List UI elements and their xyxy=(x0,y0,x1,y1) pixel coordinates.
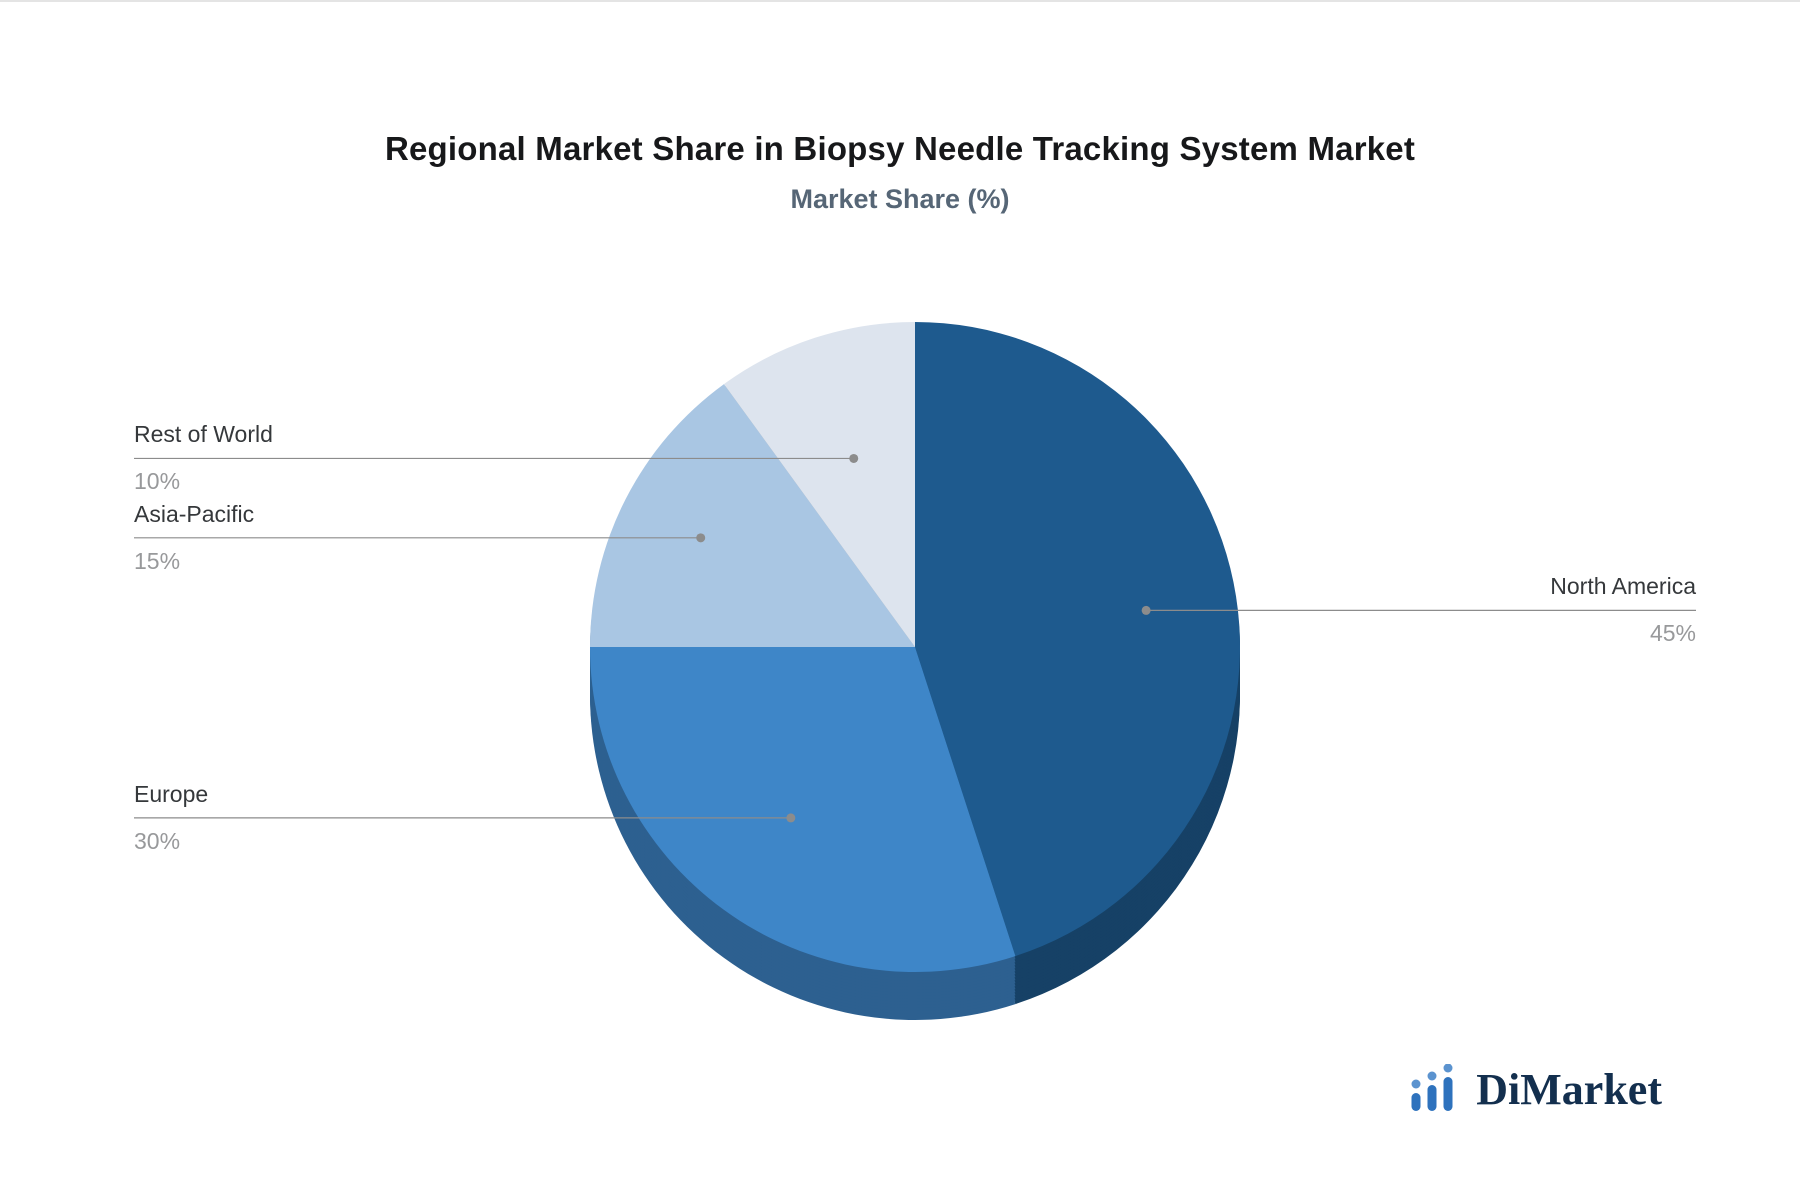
brand-name: DiMarket xyxy=(1476,1065,1662,1114)
pie-slice-rest-of-world xyxy=(723,322,915,647)
slice-label-value-north-america: 45% xyxy=(1649,620,1696,647)
leader-dot xyxy=(849,453,859,463)
leader-dot xyxy=(1141,605,1151,615)
slice-label-value-europe: 30% xyxy=(134,827,181,854)
slice-label-value-asia-pacific: 15% xyxy=(134,547,181,574)
pie-slice-europe xyxy=(590,647,1016,973)
slice-label-name-north-america: North America xyxy=(1550,573,1696,600)
pie-slice-north-america xyxy=(915,322,1241,957)
title-block: Regional Market Share in Biopsy Needle T… xyxy=(0,130,1800,215)
chart-subtitle: Market Share (%) xyxy=(790,184,1010,214)
chart-title: Regional Market Share in Biopsy Needle T… xyxy=(384,130,1416,167)
slice-label-name-rest-of-world: Rest of World xyxy=(134,421,273,448)
slice-label-name-asia-pacific: Asia-Pacific xyxy=(134,500,255,527)
brand-logo: DiMarket xyxy=(1410,1064,1662,1112)
slice-label-value-rest-of-world: 10% xyxy=(134,468,181,495)
leader-dot xyxy=(786,813,796,823)
slice-label-name-europe: Europe xyxy=(134,780,209,807)
leader-dot xyxy=(696,533,706,543)
bar-chart-icon xyxy=(1411,1064,1453,1111)
pie-slice-asia-pacific xyxy=(590,384,915,647)
